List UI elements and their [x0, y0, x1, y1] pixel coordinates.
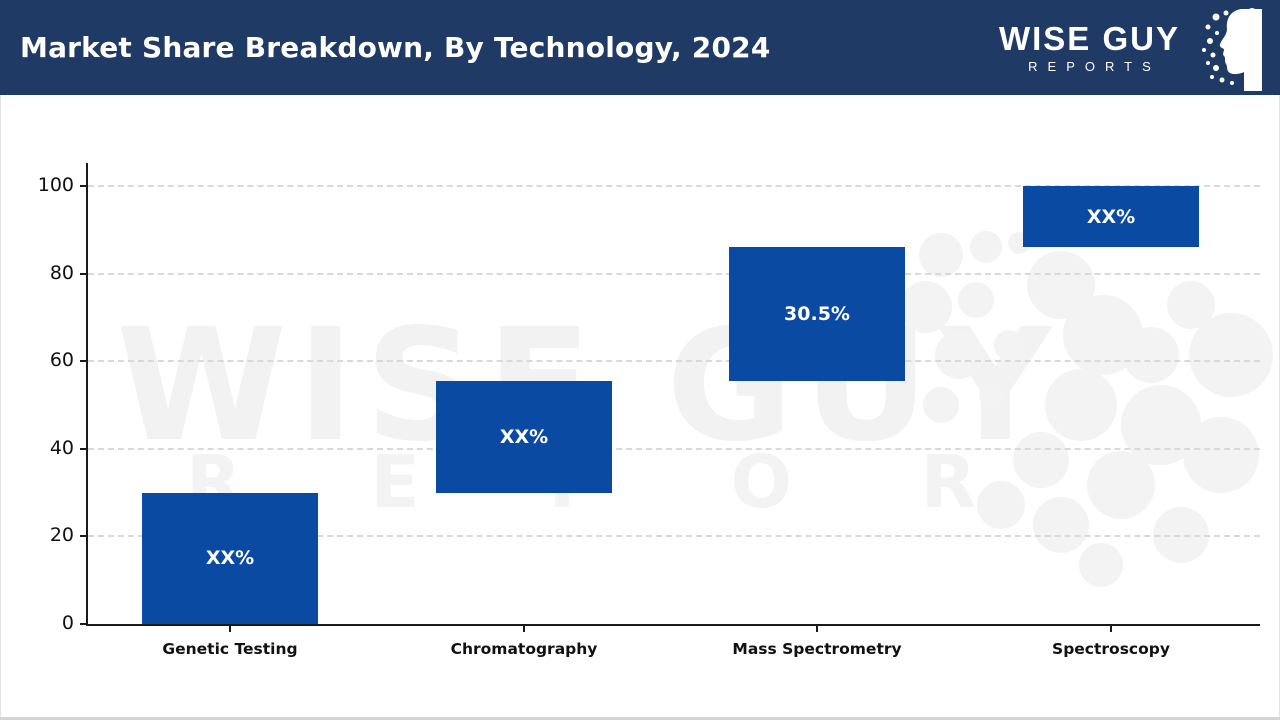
gridline-y20 — [88, 535, 1260, 538]
watermark-face-dots — [900, 231, 1273, 587]
bar-chromatography: XX% — [436, 380, 612, 493]
bar-value-label: 30.5% — [784, 303, 850, 326]
bar-value-label: XX% — [205, 547, 255, 570]
y-tick-label-100: 100 — [37, 174, 74, 196]
x-tick-1 — [229, 625, 231, 632]
logo-wordmark: WISE GUY — [998, 20, 1180, 57]
y-tick-100 — [80, 185, 87, 187]
wise-guy-reports-logo: WISE GUY REPORTS — [999, 0, 1262, 95]
logo-text: WISE GUY REPORTS — [999, 22, 1180, 73]
dotted-face-icon — [1202, 7, 1262, 91]
y-axis-line — [86, 163, 88, 626]
bar-genetic-testing: XX% — [142, 492, 318, 624]
y-tick-40 — [80, 447, 87, 450]
y-tick-label-20: 20 — [49, 524, 74, 547]
x-category-label: Spectroscopy — [1052, 640, 1170, 658]
bar-spectroscopy: XX% — [1023, 186, 1199, 248]
y-tick-0 — [80, 623, 87, 625]
x-tick-3 — [816, 625, 818, 632]
x-category-label: Mass Spectrometry — [732, 640, 902, 658]
page-title: Market Share Breakdown, By Technology, 2… — [20, 31, 771, 64]
y-tick-60 — [80, 360, 87, 363]
x-category-label: Genetic Testing — [162, 640, 298, 658]
logo-subtitle: REPORTS — [1028, 59, 1161, 74]
footer-divider — [0, 717, 1280, 720]
y-tick-label-40: 40 — [49, 436, 74, 459]
y-tick-label-0: 0 — [61, 612, 74, 634]
gridline-y60 — [88, 360, 1260, 363]
x-tick-2 — [523, 625, 525, 632]
gridline-y40 — [88, 447, 1260, 450]
x-tick-4 — [1110, 625, 1112, 632]
x-category-label: Chromatography — [450, 640, 598, 658]
gridline-y80 — [88, 272, 1260, 275]
x-axis-line — [86, 624, 1260, 626]
y-tick-80 — [80, 272, 87, 275]
header-bar: Market Share Breakdown, By Technology, 2… — [0, 0, 1280, 95]
y-tick-label-80: 80 — [49, 261, 74, 284]
y-tick-label-60: 60 — [49, 349, 74, 372]
bar-value-label: XX% — [499, 425, 549, 448]
bar-mass-spectrometry: 30.5% — [729, 247, 905, 381]
bar-value-label: XX% — [1086, 205, 1136, 228]
gridline-y100 — [88, 185, 1260, 187]
y-tick-20 — [80, 535, 87, 538]
